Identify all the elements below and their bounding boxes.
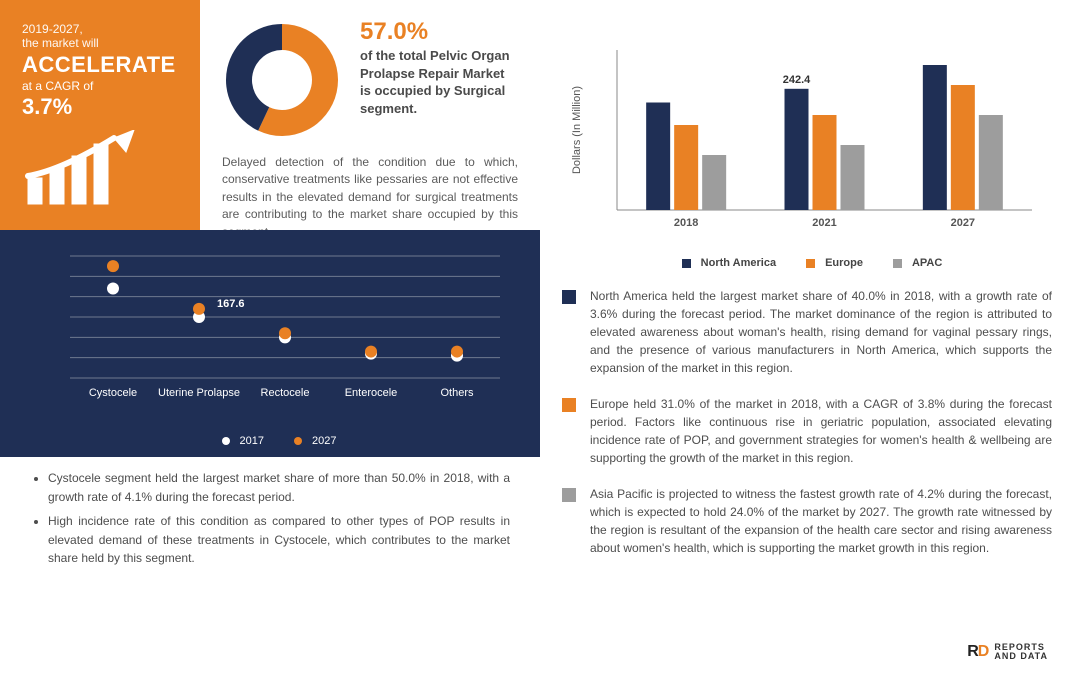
svg-text:2018: 2018	[674, 217, 698, 229]
region-swatch	[562, 398, 576, 412]
top-left-row: 2019-2027, the market will ACCELERATE at…	[0, 0, 540, 230]
svg-text:242.4: 242.4	[783, 74, 811, 86]
brand-logo: RD REPORTS AND DATA	[967, 643, 1048, 661]
donut-heading: of the total Pelvic Organ Prolapse Repai…	[360, 47, 518, 117]
bar-chart-legend: North AmericaEuropeAPAC	[562, 257, 1052, 269]
region-note: Europe held 31.0% of the market in 2018,…	[562, 395, 1052, 467]
region-text: Asia Pacific is projected to witness the…	[590, 485, 1052, 557]
left-column: 2019-2027, the market will ACCELERATE at…	[0, 0, 540, 677]
right-column: Dollars (In Million) 2018 2021 2027 242.4 No…	[540, 0, 1080, 677]
left-bullets: Cystocele segment held the largest marke…	[0, 457, 540, 574]
dot-chart-panel: 167.6 Cystocele Uterine Prolapse Rectocele E…	[0, 230, 540, 457]
svg-text:2021: 2021	[812, 217, 836, 229]
cagr-label: at a CAGR of	[22, 79, 182, 93]
donut-percent: 57.0%	[360, 20, 518, 44]
growth-chart-icon	[22, 130, 142, 210]
region-note: North America held the largest market sh…	[562, 287, 1052, 377]
dot-chart: 167.6 Cystocele Uterine Prolapse Rectocele E…	[30, 248, 510, 428]
region-note: Asia Pacific is projected to witness the…	[562, 485, 1052, 557]
leadin-text: the market will	[22, 36, 182, 50]
region-swatch	[562, 290, 576, 304]
svg-text:Uterine Prolapse: Uterine Prolapse	[158, 387, 240, 399]
cagr-value: 3.7%	[22, 94, 182, 120]
svg-text:Enterocele: Enterocele	[345, 387, 398, 399]
svg-text:Dollars (In Million): Dollars (In Million)	[571, 86, 583, 174]
bullet-list: Cystocele segment held the largest marke…	[30, 469, 510, 568]
logo-line2: AND DATA	[994, 652, 1048, 661]
logo-mark: RD	[967, 643, 988, 661]
svg-text:167.6: 167.6	[217, 298, 245, 310]
accelerate-panel: 2019-2027, the market will ACCELERATE at…	[0, 0, 200, 230]
region-notes: North America held the largest market sh…	[562, 269, 1052, 557]
accelerate-word: ACCELERATE	[22, 52, 182, 78]
donut-description: Delayed detection of the condition due t…	[222, 154, 518, 241]
svg-text:Rectocele: Rectocele	[261, 387, 310, 399]
region-text: North America held the largest market sh…	[590, 287, 1052, 377]
bar-chart: Dollars (In Million) 2018 2021 2027 242.4	[562, 30, 1042, 255]
infographic-root: 2019-2027, the market will ACCELERATE at…	[0, 0, 1080, 677]
bullet-item: Cystocele segment held the largest marke…	[48, 469, 510, 506]
region-text: Europe held 31.0% of the market in 2018,…	[590, 395, 1052, 467]
dot-chart-legend: 20172027	[30, 435, 518, 447]
period-text: 2019-2027,	[22, 22, 182, 36]
svg-text:Others: Others	[440, 387, 474, 399]
donut-chart	[222, 20, 342, 140]
svg-text:2027: 2027	[951, 217, 975, 229]
bullet-item: High incidence rate of this condition as…	[48, 512, 510, 568]
svg-text:Cystocele: Cystocele	[89, 387, 137, 399]
donut-panel: 57.0% of the total Pelvic Organ Prolapse…	[200, 0, 540, 230]
region-swatch	[562, 488, 576, 502]
